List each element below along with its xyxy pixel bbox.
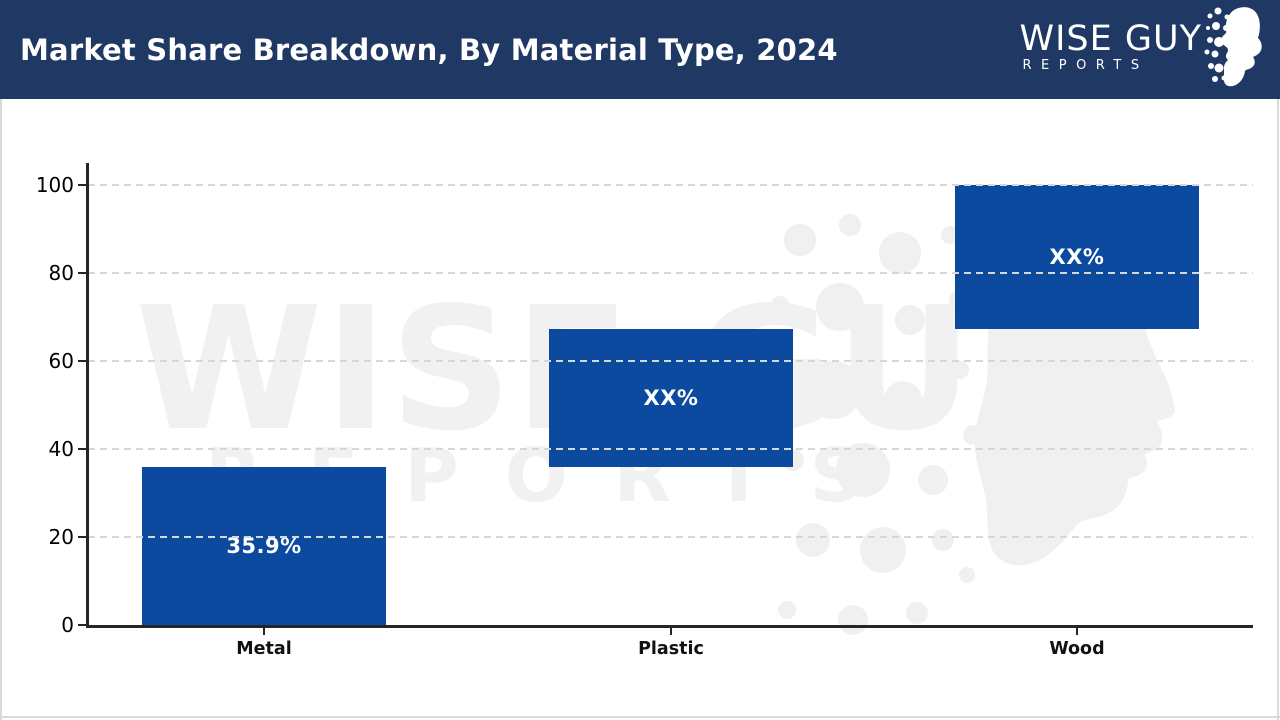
logo-wordmark-line1: WISE GUY (1019, 19, 1202, 60)
x-tick-mark-plastic (669, 627, 673, 635)
bar-metal: 35.9% (142, 467, 386, 625)
y-tick-mark-60 (78, 359, 87, 363)
x-tick-mark-wood (1075, 627, 1079, 635)
y-tick-label-60: 60 (48, 349, 74, 373)
bar-value-label: 35.9% (226, 534, 302, 558)
x-tick-label-wood: Wood (1049, 639, 1105, 659)
gridline-100 (88, 184, 1253, 186)
x-tick-label-metal: Metal (236, 639, 292, 659)
bar-wood: XX% (955, 185, 1199, 329)
y-tick-label-0: 0 (61, 613, 74, 637)
wiseguy-logo: WISE GUY REPORTS (1019, 4, 1268, 90)
page-border-bottom (0, 716, 1280, 718)
chart-area: WISE GUY REPORTS 0 20 40 60 80 100 35.9% Metal X… (0, 99, 1280, 720)
y-tick-label-80: 80 (48, 261, 74, 285)
y-axis-line (86, 163, 89, 628)
logo-wordmark: WISE GUY REPORTS (1019, 21, 1202, 73)
page-border-left (0, 99, 2, 720)
y-tick-label-40: 40 (48, 437, 74, 461)
page-border-right (1277, 99, 1279, 720)
plot: 0 20 40 60 80 100 35.9% Metal XX% Plastic XX% Wood (36, 163, 1253, 659)
header-bar: Market Share Breakdown, By Material Type… (0, 0, 1280, 99)
bar-value-label: XX% (1049, 244, 1105, 269)
gridline-80 (88, 272, 1253, 274)
x-tick-label-plastic: Plastic (638, 639, 704, 659)
page-title: Market Share Breakdown, By Material Type… (20, 32, 838, 67)
logo-wordmark-line2: REPORTS (1022, 57, 1149, 73)
x-axis-line (86, 625, 1253, 628)
y-tick-mark-80 (78, 271, 87, 275)
y-tick-label-20: 20 (48, 525, 74, 549)
y-tick-label-100: 100 (35, 173, 74, 197)
y-tick-mark-40 (78, 447, 87, 451)
y-tick-mark-100 (78, 183, 87, 187)
gridline-40 (88, 448, 1253, 450)
x-tick-mark-metal (262, 627, 266, 635)
logo-head-icon (1204, 7, 1262, 87)
y-tick-mark-20 (78, 535, 87, 539)
gridline-20 (88, 536, 1253, 538)
y-tick-mark-0 (78, 623, 87, 627)
gridline-60 (88, 360, 1253, 362)
bar-value-label: XX% (643, 385, 699, 410)
bar-plastic: XX% (549, 328, 793, 468)
